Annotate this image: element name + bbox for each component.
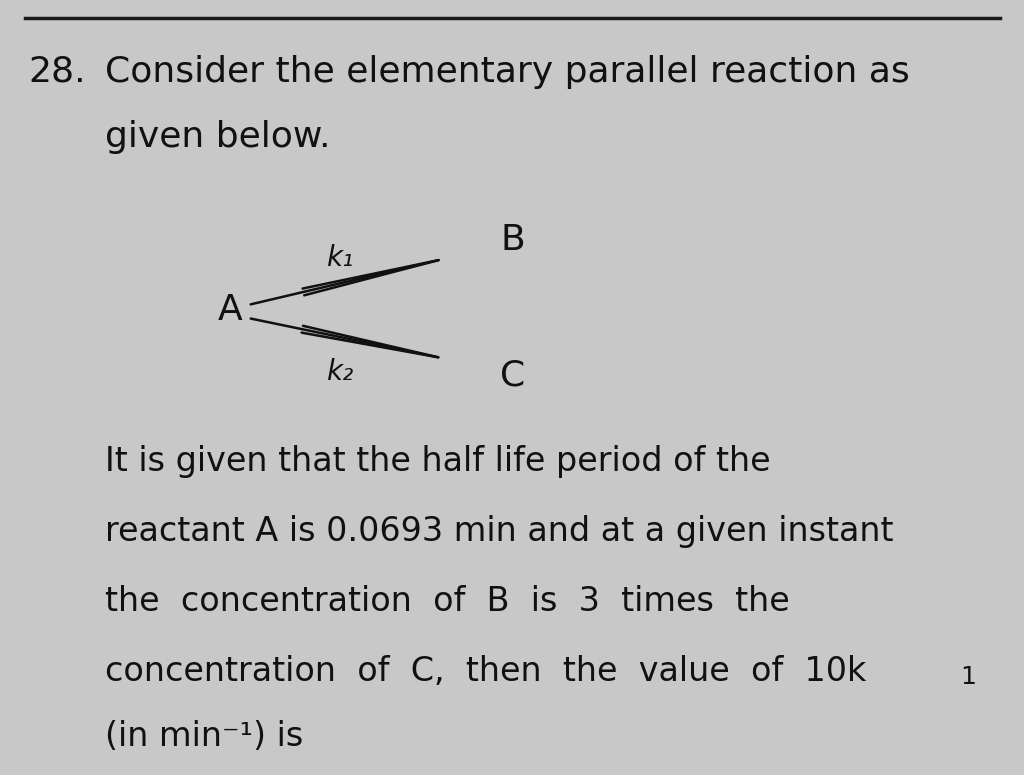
Text: the  concentration  of  B  is  3  times  the: the concentration of B is 3 times the	[105, 585, 790, 618]
Text: (in min⁻¹) is: (in min⁻¹) is	[105, 720, 303, 753]
Text: C: C	[500, 358, 525, 392]
Text: k₁: k₁	[327, 244, 353, 272]
Text: A: A	[218, 293, 243, 327]
Text: given below.: given below.	[105, 120, 331, 154]
Text: Consider the elementary parallel reaction as: Consider the elementary parallel reactio…	[105, 55, 909, 89]
Text: 1: 1	[961, 665, 976, 689]
Text: It is given that the half life period of the: It is given that the half life period of…	[105, 445, 771, 478]
Text: B: B	[500, 223, 524, 257]
Text: k₂: k₂	[327, 358, 353, 386]
Text: concentration  of  C,  then  the  value  of  10k: concentration of C, then the value of 10…	[105, 655, 866, 688]
Text: reactant A is 0.0693 min and at a given instant: reactant A is 0.0693 min and at a given …	[105, 515, 894, 548]
Text: 28.: 28.	[28, 55, 86, 89]
